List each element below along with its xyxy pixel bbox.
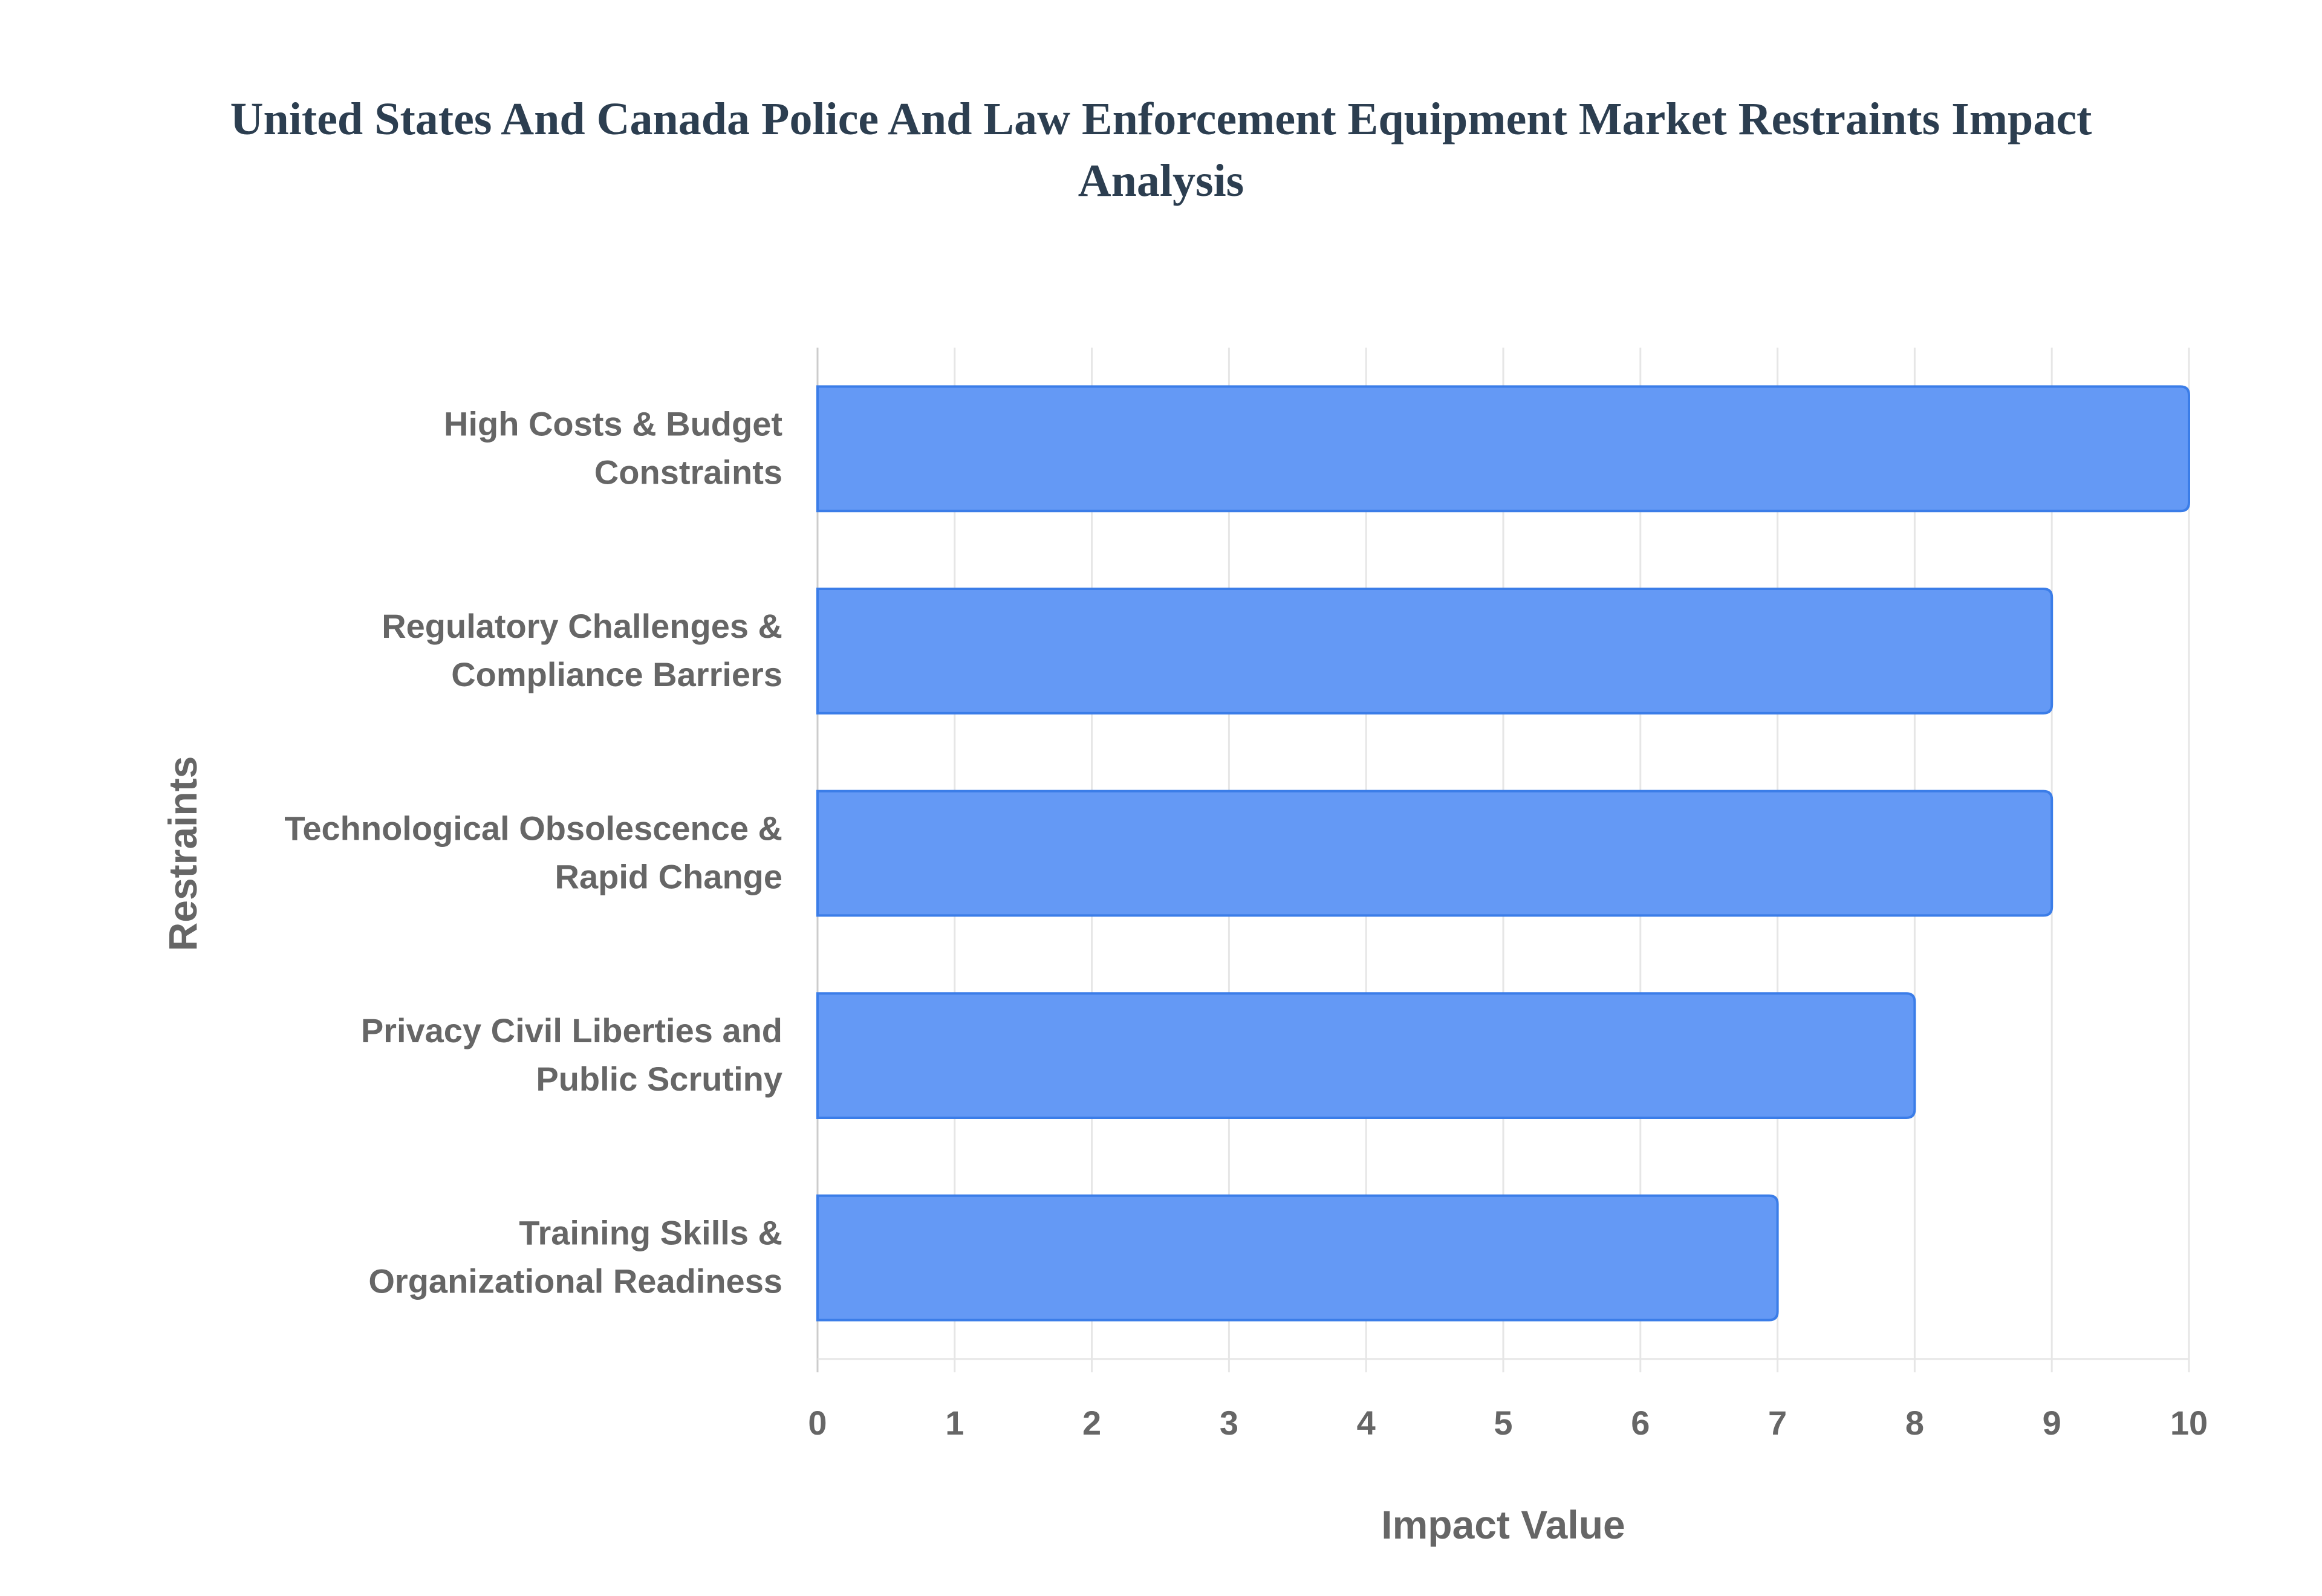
bar (816, 588, 2054, 715)
x-tick-label: 1 (945, 1404, 964, 1442)
x-tick-labels: 0 1 2 3 4 5 6 7 8 9 10 (808, 1404, 2208, 1442)
x-tick-label: 8 (1905, 1404, 1924, 1442)
bar (816, 790, 2054, 917)
category-label: Compliance Barriers (451, 655, 782, 693)
x-tick-label: 10 (2170, 1404, 2208, 1442)
bar (816, 992, 1916, 1119)
category-label: Organizational Readiness (368, 1262, 782, 1300)
x-tick-label: 7 (1768, 1404, 1787, 1442)
category-label: High Costs & Budget (444, 404, 782, 443)
bar (816, 385, 2190, 513)
category-label: Rapid Change (555, 858, 782, 896)
bars (816, 385, 2190, 1322)
x-tick-label: 2 (1082, 1404, 1101, 1442)
category-label: Public Scrutiny (536, 1060, 782, 1098)
x-tick-label: 6 (1631, 1404, 1650, 1442)
category-label: Technological Obsolescence & (284, 809, 782, 848)
category-label: Privacy Civil Liberties and (361, 1011, 782, 1049)
y-axis-title: Restraints (160, 756, 205, 952)
category-label: Constraints (594, 453, 782, 491)
x-tick-label: 5 (1494, 1404, 1512, 1442)
x-tick-label: 3 (1220, 1404, 1238, 1442)
chart-title-line-2: Analysis (1078, 155, 1244, 206)
x-axis-title: Impact Value (1381, 1502, 1625, 1547)
bar (816, 1194, 1779, 1322)
category-label: Regulatory Challenges & (382, 607, 782, 645)
x-tick-label: 9 (2043, 1404, 2061, 1442)
x-tick-label: 0 (808, 1404, 827, 1442)
y-category-labels: High Costs & Budget Constraints Regulatory… (284, 404, 782, 1300)
chart-title-line-1: United States And Canada Police And Law … (230, 94, 2092, 144)
x-tick-label: 4 (1357, 1404, 1376, 1442)
category-label: Training Skills & (519, 1214, 782, 1252)
